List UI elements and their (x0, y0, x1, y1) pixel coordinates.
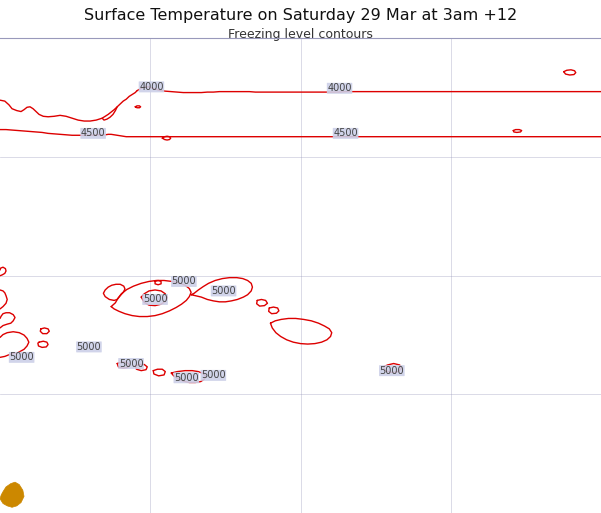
Text: 5000: 5000 (201, 370, 225, 380)
Text: 5000: 5000 (119, 359, 143, 368)
Text: 4000: 4000 (328, 83, 352, 93)
Text: 5000: 5000 (174, 373, 198, 383)
Polygon shape (0, 482, 24, 507)
Text: 4000: 4000 (139, 82, 163, 92)
Text: 4500: 4500 (334, 128, 358, 139)
Text: 5000: 5000 (77, 342, 101, 352)
Text: Surface Temperature on Saturday 29 Mar at 3am +12: Surface Temperature on Saturday 29 Mar a… (84, 9, 517, 24)
Text: 5000: 5000 (172, 277, 196, 286)
Text: 4500: 4500 (81, 128, 105, 139)
Text: 5000: 5000 (380, 366, 404, 376)
Text: 5000: 5000 (212, 286, 236, 296)
Text: 5000: 5000 (143, 294, 167, 304)
Text: Freezing level contours: Freezing level contours (228, 28, 373, 41)
Text: 5000: 5000 (10, 352, 34, 362)
